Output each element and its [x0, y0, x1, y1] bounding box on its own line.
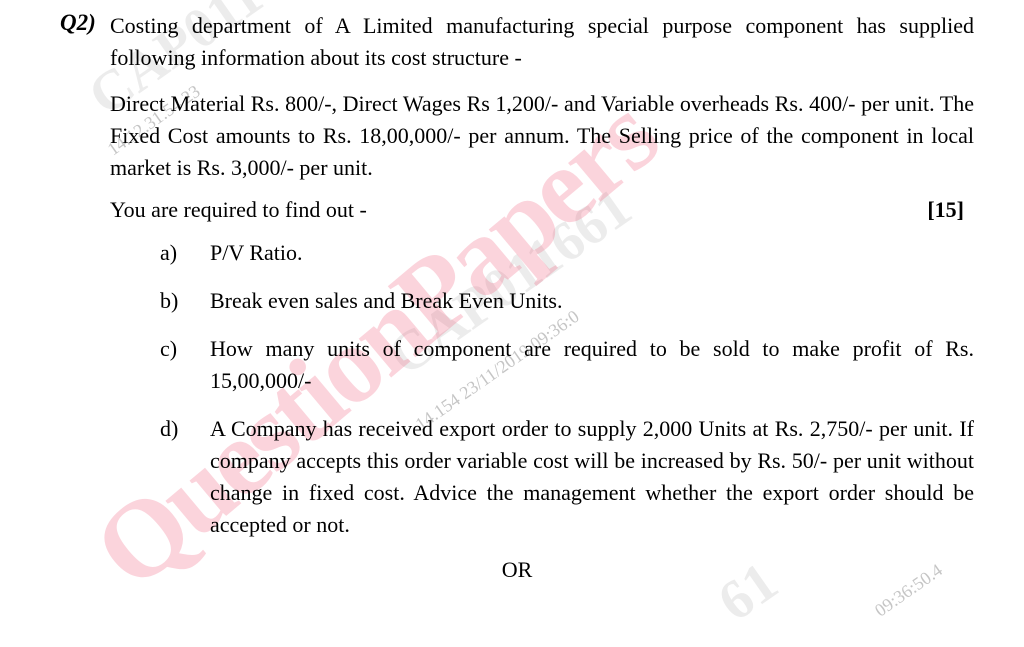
- question-details: Direct Material Rs. 800/-, Direct Wages …: [110, 88, 974, 184]
- sub-label-c: c): [160, 333, 210, 397]
- sub-item-c: c) How many units of component are requi…: [160, 333, 974, 397]
- sub-label-b: b): [160, 285, 210, 317]
- sub-label-a: a): [160, 237, 210, 269]
- question-header-row: Q2) Costing department of A Limited manu…: [60, 10, 974, 74]
- question-intro: Costing department of A Limited manufact…: [110, 10, 974, 74]
- sub-item-a: a) P/V Ratio.: [160, 237, 974, 269]
- question-content: Q2) Costing department of A Limited manu…: [60, 10, 974, 583]
- sub-text-c: How many units of component are required…: [210, 333, 974, 397]
- or-separator: OR: [60, 557, 974, 583]
- sub-list: a) P/V Ratio. b) Break even sales and Br…: [160, 237, 974, 540]
- sub-text-d: A Company has received export order to s…: [210, 413, 974, 541]
- question-label: Q2): [60, 10, 110, 74]
- sub-text-b: Break even sales and Break Even Units.: [210, 285, 974, 317]
- sub-text-a: P/V Ratio.: [210, 237, 974, 269]
- sub-item-d: d) A Company has received export order t…: [160, 413, 974, 541]
- marks-label: [15]: [927, 197, 974, 223]
- required-text: You are required to find out -: [110, 197, 367, 223]
- sub-item-b: b) Break even sales and Break Even Units…: [160, 285, 974, 317]
- sub-label-d: d): [160, 413, 210, 541]
- required-row: You are required to find out - [15]: [110, 197, 974, 223]
